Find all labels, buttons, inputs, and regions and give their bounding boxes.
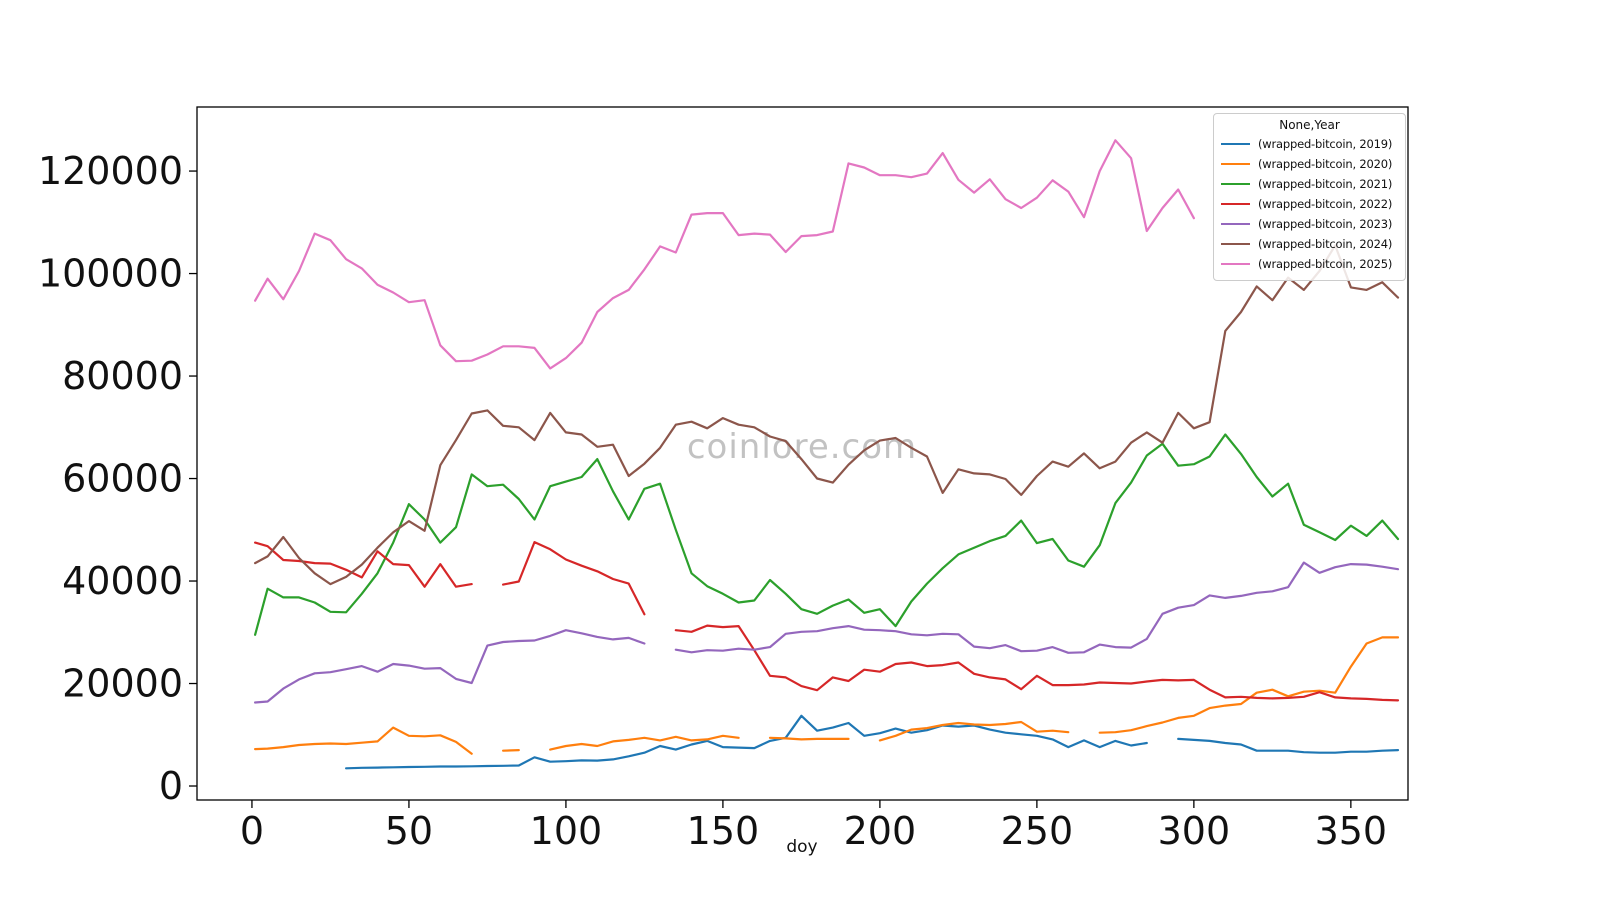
series-line-2021 [254, 433, 1400, 636]
legend-item: (wrapped-bitcoin, 2022) [1221, 194, 1398, 214]
legend-item-label: (wrapped-bitcoin, 2021) [1258, 177, 1393, 191]
legend-item: (wrapped-bitcoin, 2021) [1221, 174, 1398, 194]
series-line-2020 [254, 636, 1400, 755]
legend-line-sample [1221, 243, 1250, 245]
legend-item: (wrapped-bitcoin, 2023) [1221, 214, 1398, 234]
series-line-2019 [345, 714, 1400, 770]
legend-line-sample [1221, 163, 1250, 165]
axes-spines [196, 106, 1409, 801]
legend-line-sample [1221, 223, 1250, 225]
legend-item-label: (wrapped-bitcoin, 2024) [1258, 237, 1393, 251]
x-tick-label: 50 [385, 809, 433, 853]
series-line-2024 [254, 244, 1400, 586]
legend-item: (wrapped-bitcoin, 2020) [1221, 154, 1398, 174]
y-tick-label: 20000 [62, 662, 183, 706]
legend-line-sample [1221, 263, 1250, 265]
series-line-2022 [254, 541, 1400, 702]
y-tick-label: 0 [159, 764, 183, 808]
legend-title: None,Year [1279, 118, 1340, 132]
y-tick-label: 40000 [62, 559, 183, 603]
legend-item-label: (wrapped-bitcoin, 2023) [1258, 217, 1393, 231]
y-tick-label: 80000 [62, 354, 183, 398]
x-tick-label: 200 [844, 809, 917, 853]
x-tick-label: 0 [240, 809, 264, 853]
legend-item-label: (wrapped-bitcoin, 2025) [1258, 257, 1393, 271]
y-tick-label: 60000 [62, 457, 183, 501]
x-tick-label: 100 [530, 809, 603, 853]
legend-item-label: (wrapped-bitcoin, 2022) [1258, 197, 1393, 211]
legend-item: (wrapped-bitcoin, 2024) [1221, 234, 1398, 254]
legend-rows: (wrapped-bitcoin, 2019) (wrapped-bitcoin,… [1221, 134, 1398, 274]
legend-line-sample [1221, 143, 1250, 145]
y-tick-label: 100000 [38, 252, 183, 296]
legend-item: (wrapped-bitcoin, 2025) [1221, 254, 1398, 274]
series-line-2025 [254, 139, 1195, 370]
y-tick-label: 120000 [38, 149, 183, 193]
legend: None,Year (wrapped-bitcoin, 2019) (wrappe… [1213, 113, 1406, 281]
legend-item-label: (wrapped-bitcoin, 2019) [1258, 137, 1393, 151]
x-tick-label: 250 [1001, 809, 1074, 853]
x-axis-label: doy [786, 837, 817, 857]
legend-item-label: (wrapped-bitcoin, 2020) [1258, 157, 1393, 171]
x-tick-label: 300 [1158, 809, 1231, 853]
series-line-2023 [254, 561, 1400, 704]
legend-item: (wrapped-bitcoin, 2019) [1221, 134, 1398, 154]
x-tick-label: 150 [687, 809, 760, 853]
legend-line-sample [1221, 183, 1250, 185]
legend-line-sample [1221, 203, 1250, 205]
x-tick-label: 350 [1315, 809, 1388, 853]
